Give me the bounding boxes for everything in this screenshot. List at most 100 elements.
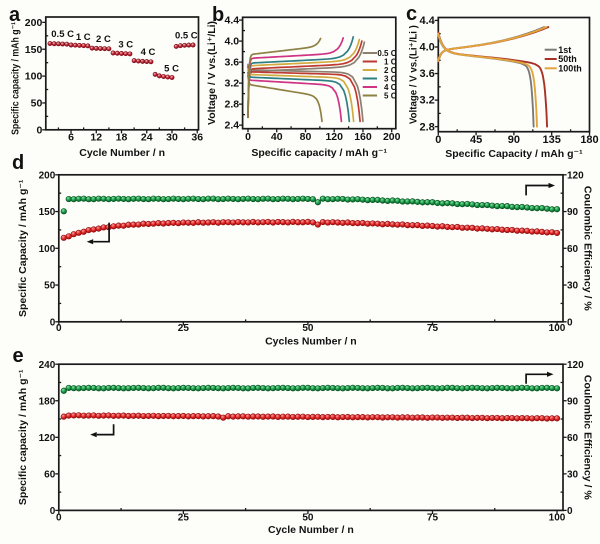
panel-c-voltage-profiles-cycles: c 0 45 90 135 180 2.8 3.2 3.6 4.0 4.4 Specific Cap… — [406, 0, 600, 163]
series-100th — [437, 26, 548, 128]
svg-text:0.5 C: 0.5 C — [51, 29, 74, 40]
svg-text:25: 25 — [178, 512, 190, 523]
svg-text:120: 120 — [325, 131, 343, 143]
svg-text:2 C: 2 C — [96, 34, 111, 45]
svg-text:60: 60 — [44, 469, 56, 480]
panel-a-rate-capability: a 6 12 18 24 30 36 0 50 100 150 200 Cycle Number / … — [0, 0, 205, 163]
series-4 C — [247, 37, 345, 123]
svg-text:5 C: 5 C — [384, 92, 397, 101]
panel-e-cycling-stability: e 0 25 50 75 100 0 60 120 180 240 0 30 60 90 120 Cycle … — [0, 346, 600, 544]
panel-a-plot: 6 12 18 24 30 36 0 50 100 150 200 Cycle Number / n S… — [10, 16, 203, 159]
svg-text:100: 100 — [25, 71, 43, 83]
svg-text:Cycle Number / n: Cycle Number / n — [79, 147, 165, 159]
svg-text:100: 100 — [549, 323, 566, 334]
svg-text:50: 50 — [302, 323, 314, 334]
svg-text:160: 160 — [354, 131, 372, 143]
tick-labels: 6 12 18 24 30 36 0 50 100 150 200 — [25, 17, 203, 144]
svg-text:4 C: 4 C — [141, 47, 156, 58]
svg-text:30: 30 — [166, 132, 178, 144]
svg-text:200: 200 — [39, 170, 56, 181]
annotation-arrows — [86, 182, 555, 245]
svg-text:Specific capacity / mAh g⁻¹: Specific capacity / mAh g⁻¹ — [251, 147, 387, 159]
svg-text:Coulombic Efficiency / %: Coulombic Efficiency / % — [582, 375, 594, 501]
svg-text:Cycles Number / n: Cycles Number / n — [265, 336, 357, 348]
axis-titles: Cycle Number / n Specific capacity / mAh … — [17, 369, 594, 536]
svg-text:25: 25 — [178, 323, 190, 334]
series — [437, 26, 550, 128]
svg-text:3.6: 3.6 — [420, 68, 435, 80]
svg-text:100th: 100th — [558, 64, 582, 74]
series-2 C — [247, 38, 361, 123]
series — [60, 195, 561, 241]
svg-text:Specific capacity / mAh g⁻¹: Specific capacity / mAh g⁻¹ — [17, 369, 29, 505]
svg-text:Specific Capacity / mAh g⁻¹: Specific Capacity / mAh g⁻¹ — [445, 148, 583, 160]
svg-text:1 C: 1 C — [76, 32, 91, 43]
axis-titles: Specific capacity / mAh g⁻¹ Voltage / V v… — [206, 21, 388, 159]
svg-text:0: 0 — [567, 506, 573, 517]
svg-text:200: 200 — [383, 131, 401, 143]
axes — [55, 363, 567, 514]
panel-d-cycling-stability: d 0 25 50 75 100 0 50 100 150 200 0 30 60 90 120 Cycles… — [0, 153, 600, 352]
svg-text:0: 0 — [56, 512, 62, 523]
panel-b-letter: b — [212, 4, 225, 26]
axes — [42, 16, 200, 134]
series-3 C — [247, 36, 355, 123]
svg-text:100: 100 — [39, 244, 56, 255]
panel-b-plot: 0 40 80 120 160 2002.42.83.23.64.04.4Specific… — [206, 15, 401, 159]
svg-text:Specific Capacity / mAh g⁻¹: Specific Capacity / mAh g⁻¹ — [17, 179, 29, 317]
svg-text:30: 30 — [567, 281, 579, 292]
svg-text:12: 12 — [90, 132, 102, 144]
panel-c-letter: c — [406, 3, 418, 25]
tick-labels: 0 45 90 135 180 2.8 3.2 3.6 4.0 4.4 — [420, 15, 599, 146]
svg-text:180: 180 — [580, 134, 598, 146]
axes — [239, 16, 397, 133]
axes — [55, 173, 567, 326]
svg-text:60: 60 — [567, 433, 579, 444]
svg-text:2 C: 2 C — [384, 66, 397, 75]
svg-text:2.4: 2.4 — [224, 120, 239, 132]
svg-text:0: 0 — [50, 506, 56, 517]
svg-text:4.0: 4.0 — [224, 36, 239, 48]
series — [247, 36, 366, 123]
legend: 0.5 C1 C2 C3 C4 C5 C — [362, 49, 397, 101]
series-5 C — [247, 37, 323, 123]
svg-text:1 C: 1 C — [384, 58, 397, 67]
svg-text:Coulombic Efficiency / %: Coulombic Efficiency / % — [582, 186, 594, 312]
svg-text:45: 45 — [470, 134, 482, 146]
svg-text:0: 0 — [56, 323, 62, 334]
svg-text:4.4: 4.4 — [224, 15, 239, 27]
svg-text:3 C: 3 C — [384, 75, 397, 84]
svg-text:80: 80 — [300, 131, 312, 143]
series-1st — [437, 26, 546, 128]
svg-text:4.0: 4.0 — [420, 42, 435, 54]
svg-text:2.8: 2.8 — [224, 99, 239, 111]
series-discharge capacity — [47, 41, 196, 80]
svg-text:50th: 50th — [558, 54, 577, 64]
tick-labels: 0 40 80 120 160 200 2.4 2.8 3.2 3.6 4.0 4.4 — [224, 15, 400, 143]
svg-text:1st: 1st — [558, 45, 571, 55]
series — [47, 41, 196, 80]
svg-text:Specific capacity / mAh g⁻¹: Specific capacity / mAh g⁻¹ — [10, 21, 22, 134]
svg-text:200: 200 — [25, 17, 43, 29]
series-coulombic efficiency — [60, 384, 561, 394]
svg-text:240: 240 — [39, 360, 56, 371]
svg-text:18: 18 — [116, 132, 128, 144]
svg-text:50: 50 — [31, 98, 43, 110]
axes — [434, 16, 591, 136]
series — [60, 384, 561, 422]
svg-text:3.2: 3.2 — [420, 95, 435, 107]
svg-text:90: 90 — [567, 396, 579, 407]
svg-text:90: 90 — [508, 134, 520, 146]
axis-titles: Specific Capacity / mAh g⁻¹ Voltage / V v… — [408, 25, 584, 160]
series-specific capacity — [60, 412, 561, 422]
svg-text:6: 6 — [68, 132, 74, 144]
axis-titles: Cycle Number / n Specific capacity / mAh … — [10, 21, 166, 159]
svg-text:Cycle Number / n: Cycle Number / n — [268, 524, 354, 536]
svg-text:0.5 C: 0.5 C — [175, 30, 198, 41]
